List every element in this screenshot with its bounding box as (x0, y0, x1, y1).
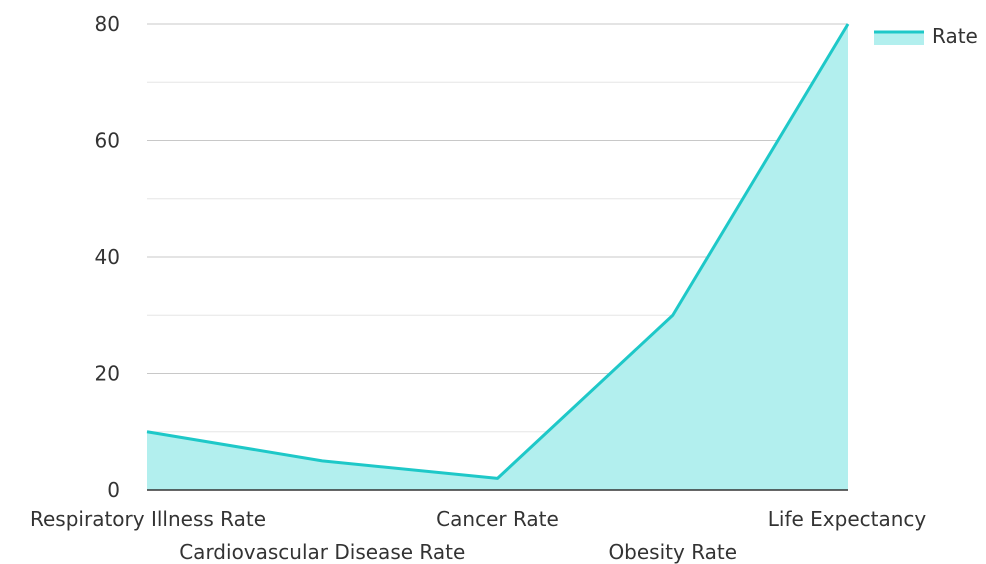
y-tick-label: 40 (95, 245, 120, 269)
x-tick-label: Cancer Rate (436, 507, 559, 531)
legend-label-rate: Rate (932, 24, 978, 48)
legend: Rate (874, 24, 978, 48)
x-tick-label: Life Expectancy (768, 507, 927, 531)
legend-swatch-rate (874, 31, 924, 45)
x-tick-label: Respiratory Illness Rate (30, 507, 266, 531)
x-tick-label: Obesity Rate (608, 540, 737, 564)
plot-area (146, 23, 850, 490)
y-tick-label: 80 (95, 12, 120, 36)
axes: 0 20 40 60 80 Respiratory Illness Rate Cardiov… (30, 12, 926, 564)
y-tick-label: 20 (95, 362, 120, 386)
area-fill-rate (147, 24, 848, 490)
gridlines (147, 23, 848, 433)
y-tick-label: 60 (95, 129, 120, 153)
y-tick-label: 0 (107, 478, 120, 502)
x-tick-label: Cardiovascular Disease Rate (179, 540, 465, 564)
